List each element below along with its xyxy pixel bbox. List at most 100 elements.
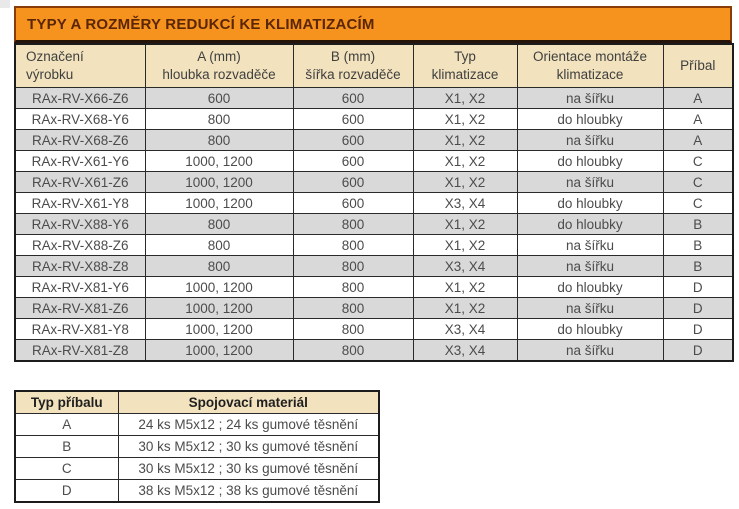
col-header-mount-orientation: Orientace montáže klimatizace — [516, 43, 664, 88]
cell-orientation: do hloubky — [516, 276, 664, 298]
cell-accessory-type: D — [662, 318, 734, 340]
cell-depth-a: 1000, 1200 — [144, 339, 294, 362]
cell-orientation: na šířku — [516, 171, 664, 193]
table-row: C 30 ks M5x12 ; 30 ks gumové těsnění — [14, 457, 380, 480]
cell-ac-type: X1, X2 — [412, 87, 518, 109]
table-row: D 38 ks M5x12 ; 38 ks gumové těsnění — [14, 479, 380, 503]
cell-depth-a: 800 — [144, 213, 294, 235]
cell-accessory-type: B — [662, 213, 734, 235]
table-row: RAx-RV-X66-Z6 600 600 X1, X2 na šířku A — [14, 87, 734, 109]
cell-orientation: do hloubky — [516, 318, 664, 340]
cell-width-b: 600 — [292, 150, 414, 172]
cell-orientation: na šířku — [516, 87, 664, 109]
reduction-types-section: TYPY A ROZMĚRY REDUKCÍ KE KLIMATIZACÍM O… — [14, 6, 734, 362]
cell-ac-type: X1, X2 — [412, 129, 518, 151]
cell-accessory-type: B — [662, 234, 734, 256]
cell-accessory-type: A — [662, 87, 734, 109]
col-header-connecting-material: Spojovací materiál — [117, 390, 380, 414]
cell-accessory-type: D — [662, 297, 734, 319]
page-title: TYPY A ROZMĚRY REDUKCÍ KE KLIMATIZACÍM — [27, 16, 375, 33]
accessory-pack-section: Typ příbalu Spojovací materiál A 24 ks M5… — [14, 390, 380, 503]
cell-depth-a: 1000, 1200 — [144, 318, 294, 340]
table-row: B 30 ks M5x12 ; 30 ks gumové těsnění — [14, 435, 380, 458]
cell-orientation: na šířku — [516, 255, 664, 277]
cell-orientation: na šířku — [516, 234, 664, 256]
table-row: RAx-RV-X81-Z8 1000, 1200 800 X3, X4 na šířku… — [14, 339, 734, 362]
accessory-table-header-row: Typ příbalu Spojovací materiál — [14, 390, 380, 414]
cell-depth-a: 1000, 1200 — [144, 171, 294, 193]
cell-width-b: 600 — [292, 129, 414, 151]
table-row: RAx-RV-X88-Z6 800 800 X1, X2 na šířku B — [14, 234, 734, 256]
cell-ac-type: X1, X2 — [412, 276, 518, 298]
reduction-table-body: RAx-RV-X66-Z6 600 600 X1, X2 na šířku A RAx-RV… — [14, 87, 734, 362]
table-row: RAx-RV-X68-Z6 800 600 X1, X2 na šířku A — [14, 129, 734, 151]
cell-product-code: RAx-RV-X68-Y6 — [14, 108, 146, 130]
cell-orientation: na šířku — [516, 339, 664, 362]
cell-depth-a: 800 — [144, 234, 294, 256]
cell-product-code: RAx-RV-X88-Z6 — [14, 234, 146, 256]
reduction-table: Označení výrobku A (mm) hloubka rozvaděč… — [14, 43, 734, 362]
cell-width-b: 800 — [292, 234, 414, 256]
cell-product-code: RAx-RV-X81-Y6 — [14, 276, 146, 298]
cell-depth-a: 1000, 1200 — [144, 150, 294, 172]
cell-depth-a: 1000, 1200 — [144, 192, 294, 214]
cell-ac-type: X1, X2 — [412, 150, 518, 172]
cell-accessory-type: A — [14, 413, 119, 436]
cell-accessory-type: B — [662, 255, 734, 277]
cell-depth-a: 600 — [144, 87, 294, 109]
cell-width-b: 800 — [292, 318, 414, 340]
cell-product-code: RAx-RV-X88-Y6 — [14, 213, 146, 235]
cell-width-b: 600 — [292, 87, 414, 109]
col-header-accessory-type: Typ příbalu — [14, 390, 119, 414]
cell-product-code: RAx-RV-X61-Z6 — [14, 171, 146, 193]
cell-width-b: 800 — [292, 276, 414, 298]
col-header-product-code: Označení výrobku — [14, 43, 146, 88]
cell-width-b: 600 — [292, 108, 414, 130]
cell-ac-type: X3, X4 — [412, 192, 518, 214]
cell-connecting-material: 30 ks M5x12 ; 30 ks gumové těsnění — [117, 457, 380, 480]
table-row: RAx-RV-X61-Y8 1000, 1200 600 X3, X4 do hloub… — [14, 192, 734, 214]
cell-accessory-type: D — [662, 339, 734, 362]
col-header-ac-type: Typ klimatizace — [412, 43, 518, 88]
cell-depth-a: 1000, 1200 — [144, 276, 294, 298]
cell-ac-type: X1, X2 — [412, 213, 518, 235]
reduction-table-header-row: Označení výrobku A (mm) hloubka rozvaděč… — [14, 43, 734, 88]
cell-width-b: 800 — [292, 297, 414, 319]
cell-orientation: na šířku — [516, 129, 664, 151]
col-header-width-b: B (mm) šířka rozvaděče — [292, 43, 414, 88]
cell-product-code: RAx-RV-X68-Z6 — [14, 129, 146, 151]
cell-accessory-type: C — [662, 171, 734, 193]
cell-ac-type: X1, X2 — [412, 108, 518, 130]
accessory-table: Typ příbalu Spojovací materiál A 24 ks M5… — [14, 390, 380, 503]
table-title-bar: TYPY A ROZMĚRY REDUKCÍ KE KLIMATIZACÍM — [14, 6, 732, 43]
cell-ac-type: X3, X4 — [412, 339, 518, 362]
cell-width-b: 600 — [292, 171, 414, 193]
cell-accessory-type: D — [662, 276, 734, 298]
cell-orientation: na šířku — [516, 297, 664, 319]
table-row: RAx-RV-X68-Y6 800 600 X1, X2 do hloubky A — [14, 108, 734, 130]
cell-depth-a: 800 — [144, 129, 294, 151]
table-row: RAx-RV-X61-Z6 1000, 1200 600 X1, X2 na šířku… — [14, 171, 734, 193]
table-row: RAx-RV-X61-Y6 1000, 1200 600 X1, X2 do hloub… — [14, 150, 734, 172]
cell-orientation: do hloubky — [516, 192, 664, 214]
cell-width-b: 600 — [292, 192, 414, 214]
col-header-accessory: Příbal — [662, 43, 734, 88]
cell-ac-type: X1, X2 — [412, 234, 518, 256]
cell-accessory-type: A — [662, 129, 734, 151]
table-row: RAx-RV-X81-Y6 1000, 1200 800 X1, X2 do hloub… — [14, 276, 734, 298]
cell-product-code: RAx-RV-X66-Z6 — [14, 87, 146, 109]
cell-ac-type: X1, X2 — [412, 171, 518, 193]
cell-depth-a: 800 — [144, 255, 294, 277]
table-row: RAx-RV-X81-Z6 1000, 1200 800 X1, X2 na šířku… — [14, 297, 734, 319]
cell-connecting-material: 38 ks M5x12 ; 38 ks gumové těsnění — [117, 479, 380, 503]
cell-product-code: RAx-RV-X81-Y8 — [14, 318, 146, 340]
cell-product-code: RAx-RV-X88-Z8 — [14, 255, 146, 277]
cell-product-code: RAx-RV-X81-Z6 — [14, 297, 146, 319]
cell-connecting-material: 24 ks M5x12 ; 24 ks gumové těsnění — [117, 413, 380, 436]
cell-depth-a: 800 — [144, 108, 294, 130]
accessory-table-body: A 24 ks M5x12 ; 24 ks gumové těsnění B 30 k… — [14, 413, 380, 503]
table-row: RAx-RV-X88-Y6 800 800 X1, X2 do hloubky B — [14, 213, 734, 235]
cell-width-b: 800 — [292, 255, 414, 277]
cell-width-b: 800 — [292, 213, 414, 235]
